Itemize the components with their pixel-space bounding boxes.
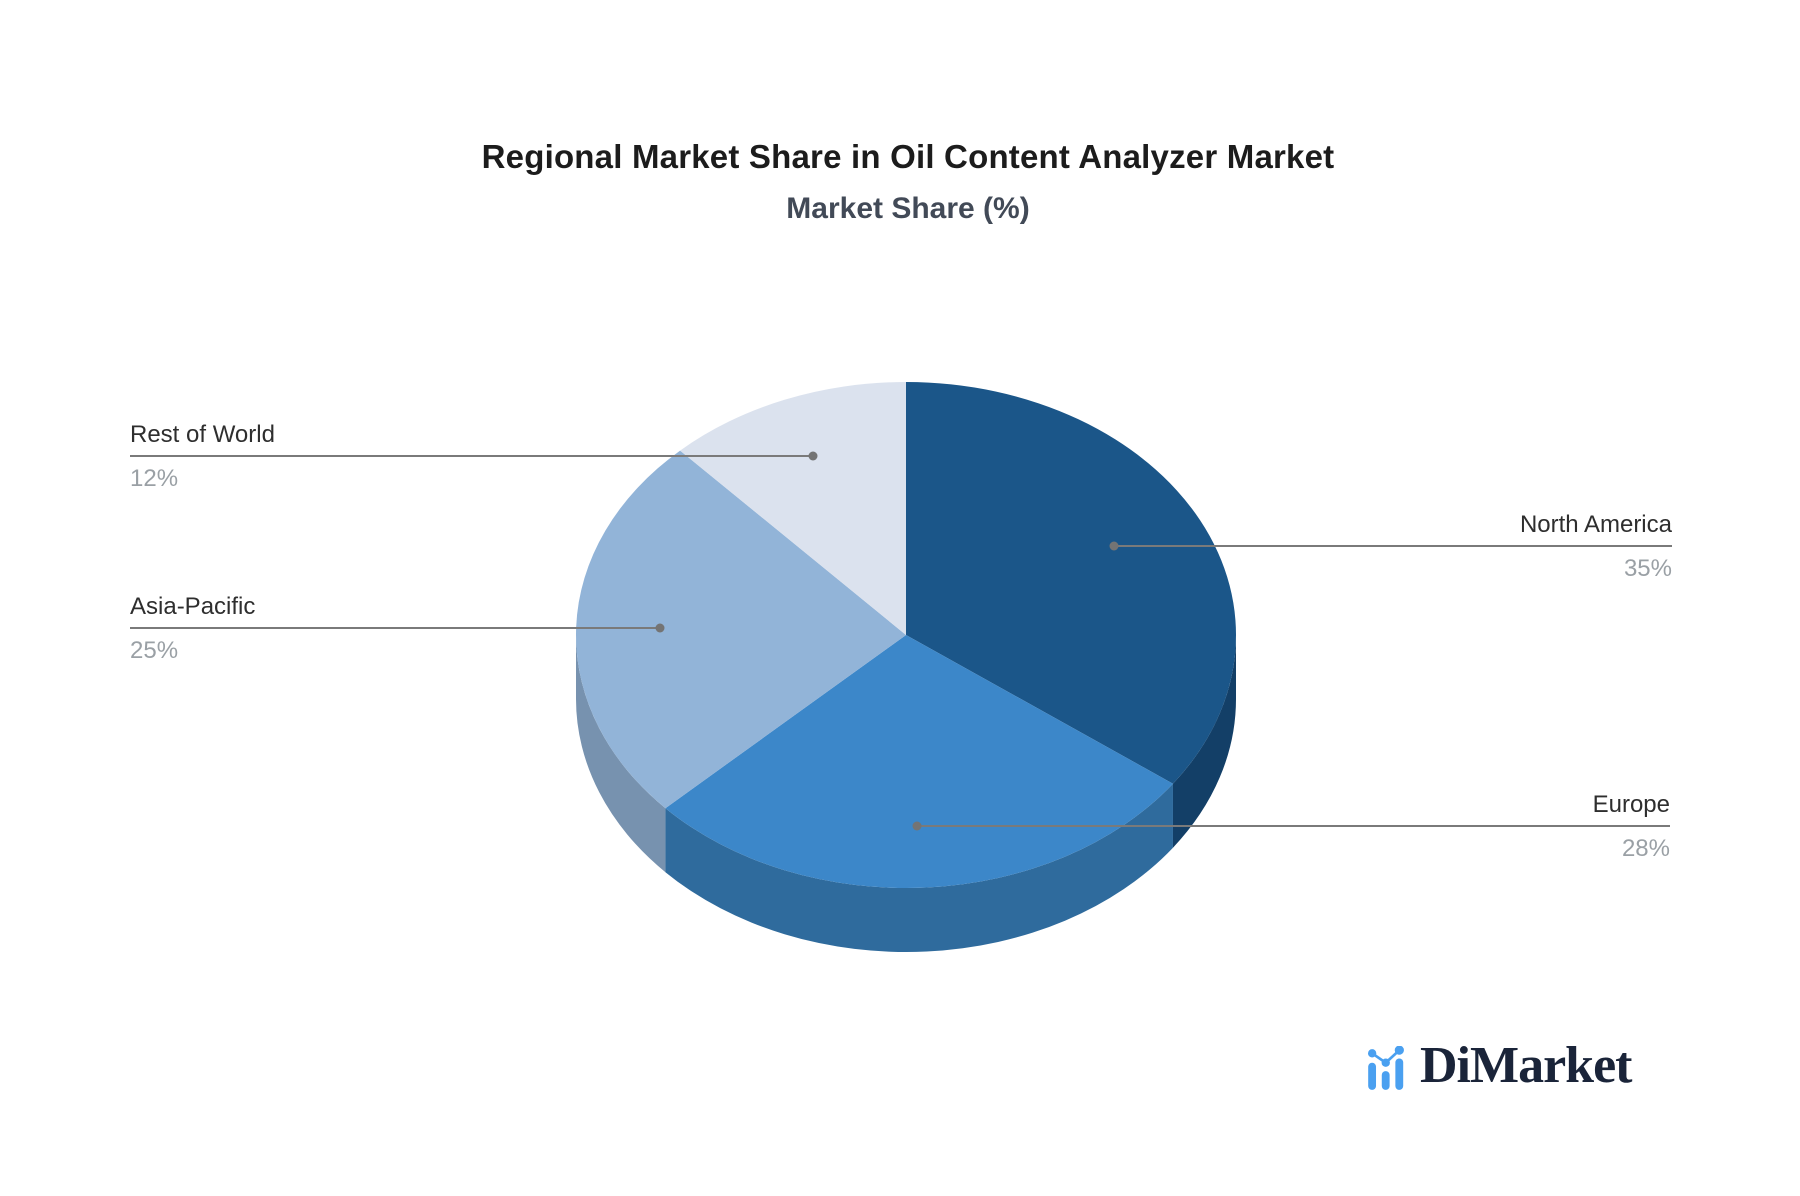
brand-logo[interactable]: DiMarket [1366, 1037, 1632, 1094]
pie-slice-europe [665, 635, 1173, 888]
callout-north-america: North America 35% [1520, 510, 1672, 584]
callout-rest-of-world: Rest of World 12% [130, 420, 275, 494]
pie-slice-north-america [906, 382, 1236, 784]
pie-slice-asia-pacific [576, 450, 906, 809]
leader-dot-asia-pacific [655, 623, 665, 633]
leader-dot-europe [912, 821, 922, 831]
chart-title: Regional Market Share in Oil Content Ana… [481, 138, 1335, 175]
callout-europe: Europe 28% [1593, 790, 1670, 864]
pie-slice-side-asia-pacific [576, 635, 666, 873]
pie-slice-rest-of-world [680, 382, 906, 635]
slice-value: 28% [1621, 835, 1670, 862]
leader-dot-rest-of-world [808, 451, 818, 461]
callout-asia-pacific: Asia-Pacific 25% [130, 592, 255, 666]
pie-slice-side-europe [665, 783, 1173, 952]
chart-subtitle: Market Share (%) [786, 192, 1030, 225]
logo-text: DiMarket [1420, 1037, 1632, 1094]
slice-label: Rest of World [130, 421, 275, 448]
slice-value: 35% [1623, 555, 1672, 582]
slice-label: Asia-Pacific [130, 593, 256, 620]
pie-slice-side-north-america [1172, 635, 1236, 848]
slice-label: North America [1519, 511, 1672, 538]
leader-dot-north-america [1109, 541, 1119, 551]
slice-value: 12% [130, 465, 179, 492]
slice-value: 25% [130, 637, 179, 664]
slice-label: Europe [1592, 791, 1670, 818]
bar-line-chart-icon [1367, 1046, 1404, 1090]
